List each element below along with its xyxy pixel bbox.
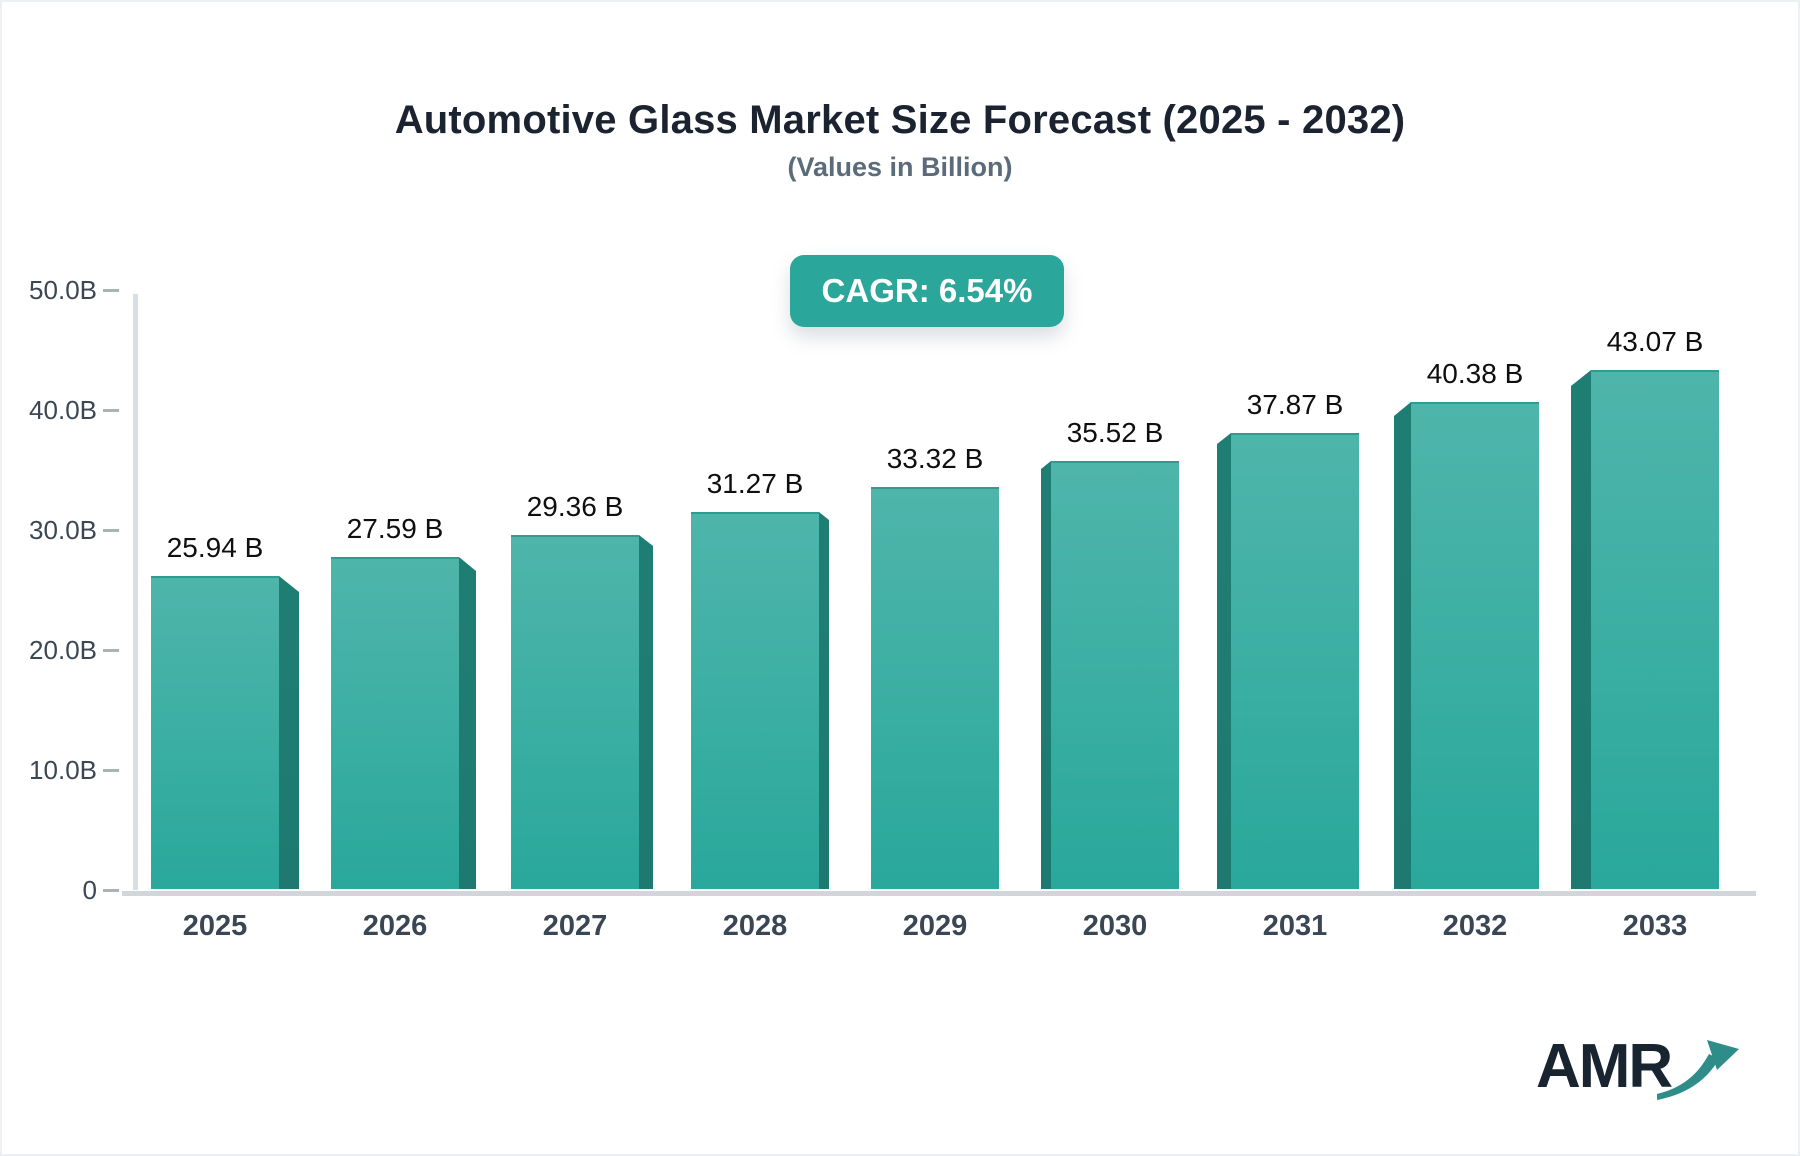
y-tick-dash bbox=[103, 889, 119, 892]
bar-2026 bbox=[331, 557, 459, 889]
bar-value-label-2028: 31.27 B bbox=[706, 468, 804, 499]
x-axis-line bbox=[122, 891, 1756, 896]
bar-value-label-2032: 40.38 B bbox=[1426, 358, 1524, 389]
x-tick-label-2030: 2030 bbox=[1082, 910, 1148, 942]
bar-value-label-2031: 37.87 B bbox=[1246, 389, 1344, 420]
y-tick-dash bbox=[103, 649, 119, 652]
amr-logo: AMR bbox=[1536, 1036, 1741, 1104]
bar-2028 bbox=[691, 512, 819, 889]
bar-2032 bbox=[1411, 402, 1539, 889]
bar-value-label-2026: 27.59 B bbox=[346, 513, 444, 544]
y-tick-label: 10.0B bbox=[29, 755, 97, 785]
bar-side-2025 bbox=[279, 576, 299, 889]
chart-subtitle: (Values in Billion) bbox=[787, 152, 1013, 182]
y-tick-dash bbox=[103, 289, 119, 292]
x-tick-label-2028: 2028 bbox=[722, 910, 788, 942]
y-tick-dash bbox=[103, 769, 119, 772]
x-tick-label-2029: 2029 bbox=[902, 910, 968, 942]
bar-2033 bbox=[1591, 370, 1719, 889]
bar-2031 bbox=[1231, 433, 1359, 889]
bar-value-label-2033: 43.07 B bbox=[1606, 326, 1704, 357]
y-tick-label: 40.0B bbox=[29, 395, 97, 425]
y-tick-label: 50.0B bbox=[29, 275, 97, 305]
y-tick-dash bbox=[103, 409, 119, 412]
bar-value-label-2025: 25.94 B bbox=[166, 532, 264, 563]
y-tick-dash bbox=[103, 529, 119, 532]
bar-2029 bbox=[871, 487, 999, 889]
bar-value-label-2029: 33.32 B bbox=[886, 443, 984, 474]
y-tick-label: 0 bbox=[82, 875, 97, 905]
amr-logo-text: AMR bbox=[1536, 1032, 1673, 1101]
bar-side-2030 bbox=[1041, 461, 1051, 889]
y-axis-line bbox=[133, 294, 138, 890]
bar-side-2028 bbox=[819, 512, 829, 889]
x-tick-label-2026: 2026 bbox=[362, 910, 428, 942]
growth-arrow-icon bbox=[1657, 1040, 1740, 1100]
bar-side-2033 bbox=[1571, 370, 1591, 889]
cagr-badge: CAGR: 6.54% bbox=[790, 255, 1064, 327]
y-tick-label: 20.0B bbox=[29, 635, 97, 665]
x-tick-label-2027: 2027 bbox=[542, 910, 608, 942]
bar-side-2027 bbox=[639, 535, 653, 889]
x-tick-label-2032: 2032 bbox=[1442, 910, 1508, 942]
x-tick-label-2033: 2033 bbox=[1622, 910, 1688, 942]
x-tick-label-2031: 2031 bbox=[1262, 910, 1328, 942]
bar-2027 bbox=[511, 535, 639, 889]
bar-side-2031 bbox=[1217, 433, 1231, 889]
x-tick-label-2025: 2025 bbox=[182, 910, 248, 942]
y-tick-label: 30.0B bbox=[29, 515, 97, 545]
bar-side-2026 bbox=[459, 557, 476, 889]
bar-2025 bbox=[151, 576, 279, 889]
bar-value-label-2027: 29.36 B bbox=[526, 491, 624, 522]
page-title: Automotive Glass Market Size Forecast (2… bbox=[394, 98, 1406, 142]
bar-2030 bbox=[1051, 461, 1179, 889]
cagr-badge-label: CAGR: 6.54% bbox=[821, 272, 1033, 309]
bar-value-label-2030: 35.52 B bbox=[1066, 417, 1164, 448]
bar-side-2032 bbox=[1394, 402, 1411, 889]
